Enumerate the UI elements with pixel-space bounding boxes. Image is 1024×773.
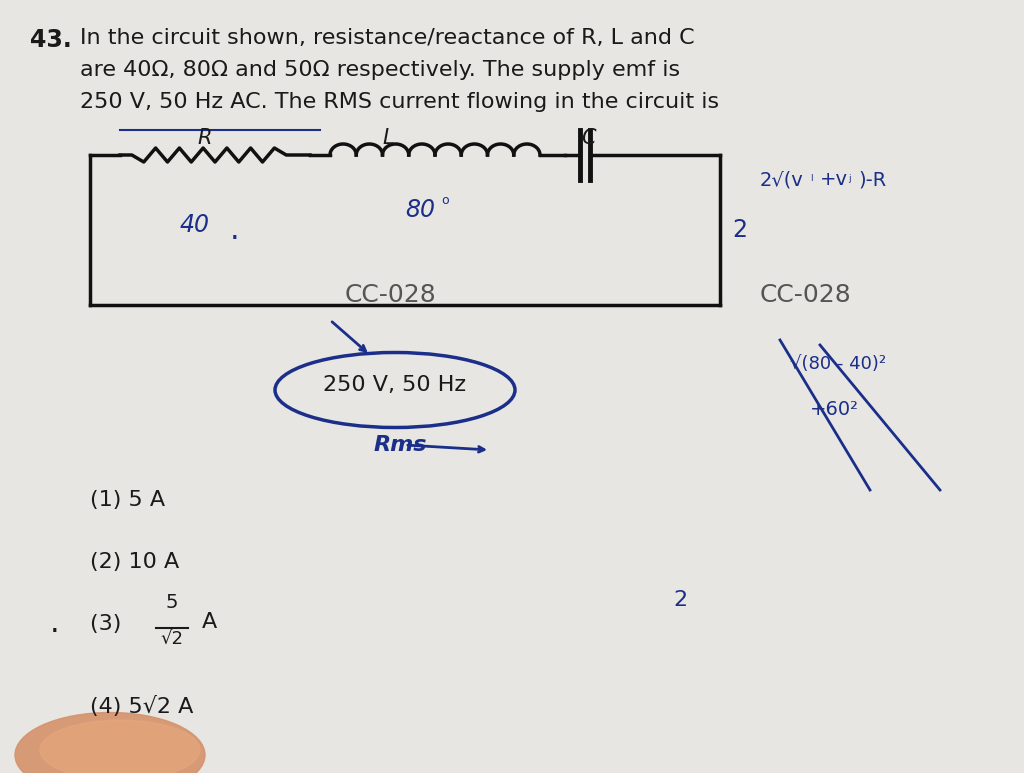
Text: C: C bbox=[581, 128, 595, 148]
Text: ⱼ: ⱼ bbox=[848, 170, 851, 184]
Text: (2) 10 A: (2) 10 A bbox=[90, 552, 179, 572]
Text: 40: 40 bbox=[180, 213, 210, 237]
Text: )-R: )-R bbox=[858, 170, 886, 189]
Text: +v: +v bbox=[820, 170, 848, 189]
Text: Rms: Rms bbox=[374, 435, 427, 455]
Text: √2: √2 bbox=[161, 630, 183, 648]
Text: (1) 5 A: (1) 5 A bbox=[90, 490, 165, 510]
Text: 2: 2 bbox=[732, 218, 748, 242]
Text: 2: 2 bbox=[673, 590, 687, 610]
Text: are 40Ω, 80Ω and 50Ω respectively. The supply emf is: are 40Ω, 80Ω and 50Ω respectively. The s… bbox=[80, 60, 680, 80]
Text: 2√(v: 2√(v bbox=[760, 170, 804, 189]
Text: A: A bbox=[202, 612, 217, 632]
Text: 250 V, 50 Hz: 250 V, 50 Hz bbox=[324, 375, 467, 395]
Text: (4) 5√2 A: (4) 5√2 A bbox=[90, 696, 194, 717]
Text: 250 V, 50 Hz AC. The RMS current flowing in the circuit is: 250 V, 50 Hz AC. The RMS current flowing… bbox=[80, 92, 719, 112]
Text: .: . bbox=[50, 609, 59, 638]
Text: CC-028: CC-028 bbox=[344, 283, 436, 307]
Ellipse shape bbox=[15, 713, 205, 773]
Text: 80: 80 bbox=[406, 198, 435, 222]
Text: o: o bbox=[441, 193, 449, 206]
Text: 5: 5 bbox=[166, 593, 178, 612]
Text: In the circuit shown, resistance/reactance of R, L and C: In the circuit shown, resistance/reactan… bbox=[80, 28, 694, 48]
Text: ₗ: ₗ bbox=[810, 170, 812, 184]
Text: +60²: +60² bbox=[810, 400, 859, 419]
Text: R: R bbox=[198, 128, 212, 148]
Text: √(80 - 40)²: √(80 - 40)² bbox=[790, 355, 886, 373]
Text: L: L bbox=[382, 128, 394, 148]
Text: CC-028: CC-028 bbox=[760, 283, 852, 307]
Ellipse shape bbox=[40, 720, 200, 773]
Text: 43.: 43. bbox=[30, 28, 72, 52]
Text: (3): (3) bbox=[90, 614, 128, 634]
Text: .: . bbox=[230, 216, 240, 244]
